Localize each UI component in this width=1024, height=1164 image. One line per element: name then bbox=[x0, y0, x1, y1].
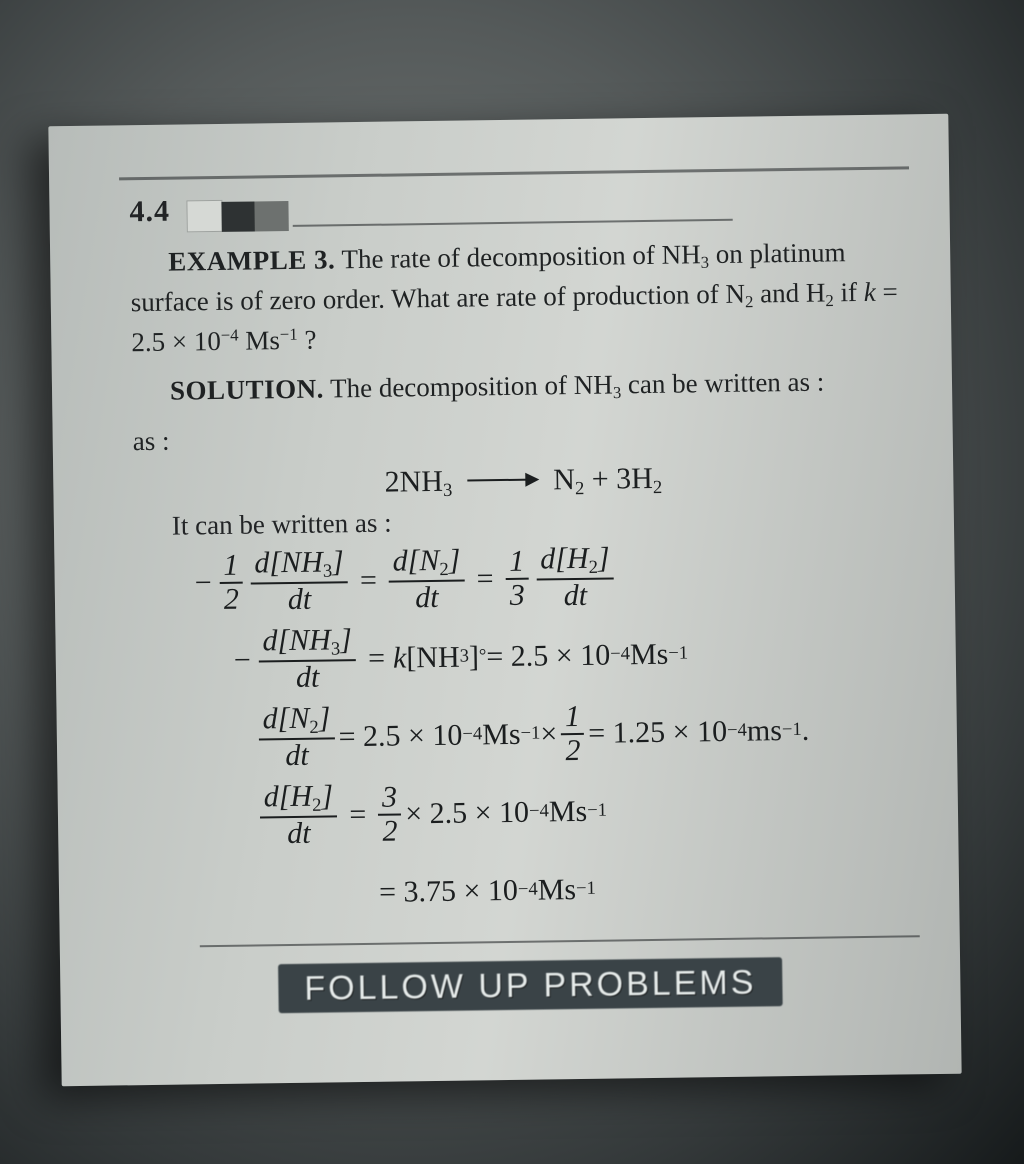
rate-h2: d[H2] dt = 3 2 × 2.5 × 10−4 Ms−1 bbox=[255, 771, 918, 852]
rate-h2-result: = 3.75 × 10−4 Ms−1 bbox=[379, 849, 920, 929]
arrow-icon bbox=[468, 479, 538, 482]
written-as: It can be written as : bbox=[172, 500, 914, 541]
top-rule bbox=[119, 166, 909, 180]
frac-half: 1 2 bbox=[219, 550, 243, 615]
section-rule bbox=[292, 219, 732, 227]
rate-equations: − 1 2 d[NH3] dt = d[N2] dt = 1 3 d[H2] d… bbox=[194, 537, 919, 931]
textbook-page: 4.4 EXAMPLE 3. The rate of decomposition… bbox=[48, 114, 961, 1086]
frac-third: 1 3 bbox=[505, 546, 529, 611]
example-problem: EXAMPLE 3. The rate of decomposition of … bbox=[130, 233, 912, 363]
section-header: 4.4 bbox=[129, 184, 909, 233]
banner-text: FOLLOW UP PROBLEMS bbox=[278, 957, 783, 1013]
frac-dh2: d[H2] dt bbox=[536, 543, 614, 612]
bottom-rule bbox=[200, 935, 920, 947]
frac-dnh3: d[NH3] dt bbox=[250, 547, 348, 617]
solution-label: SOLUTION. bbox=[170, 374, 324, 406]
follow-up-banner: FOLLOW UP PROBLEMS bbox=[140, 955, 921, 1015]
frac-dn2: d[N2] dt bbox=[388, 545, 465, 614]
rate-nh3: − d[NH3] dt = k [NH3]° = 2.5 × 10−4 Ms−1 bbox=[233, 615, 916, 697]
section-number: 4.4 bbox=[129, 195, 170, 229]
solution-line: SOLUTION. The decomposition of NH3 can b… bbox=[132, 362, 912, 413]
reaction-equation: 2NH3 N2 + 3H2 bbox=[133, 459, 913, 507]
solution-text: The decomposition of NH3 can be written … bbox=[330, 367, 825, 404]
rate-relation: − 1 2 d[NH3] dt = d[N2] dt = 1 3 d[H2] d… bbox=[194, 537, 915, 619]
as-label: as : bbox=[132, 412, 912, 462]
example-label: EXAMPLE 3. bbox=[168, 245, 335, 277]
rate-n2: d[N2] dt = 2.5 × 10−4 Ms−1 × 1 2 = 1.25 … bbox=[254, 693, 917, 774]
section-marker-icon bbox=[186, 199, 288, 232]
